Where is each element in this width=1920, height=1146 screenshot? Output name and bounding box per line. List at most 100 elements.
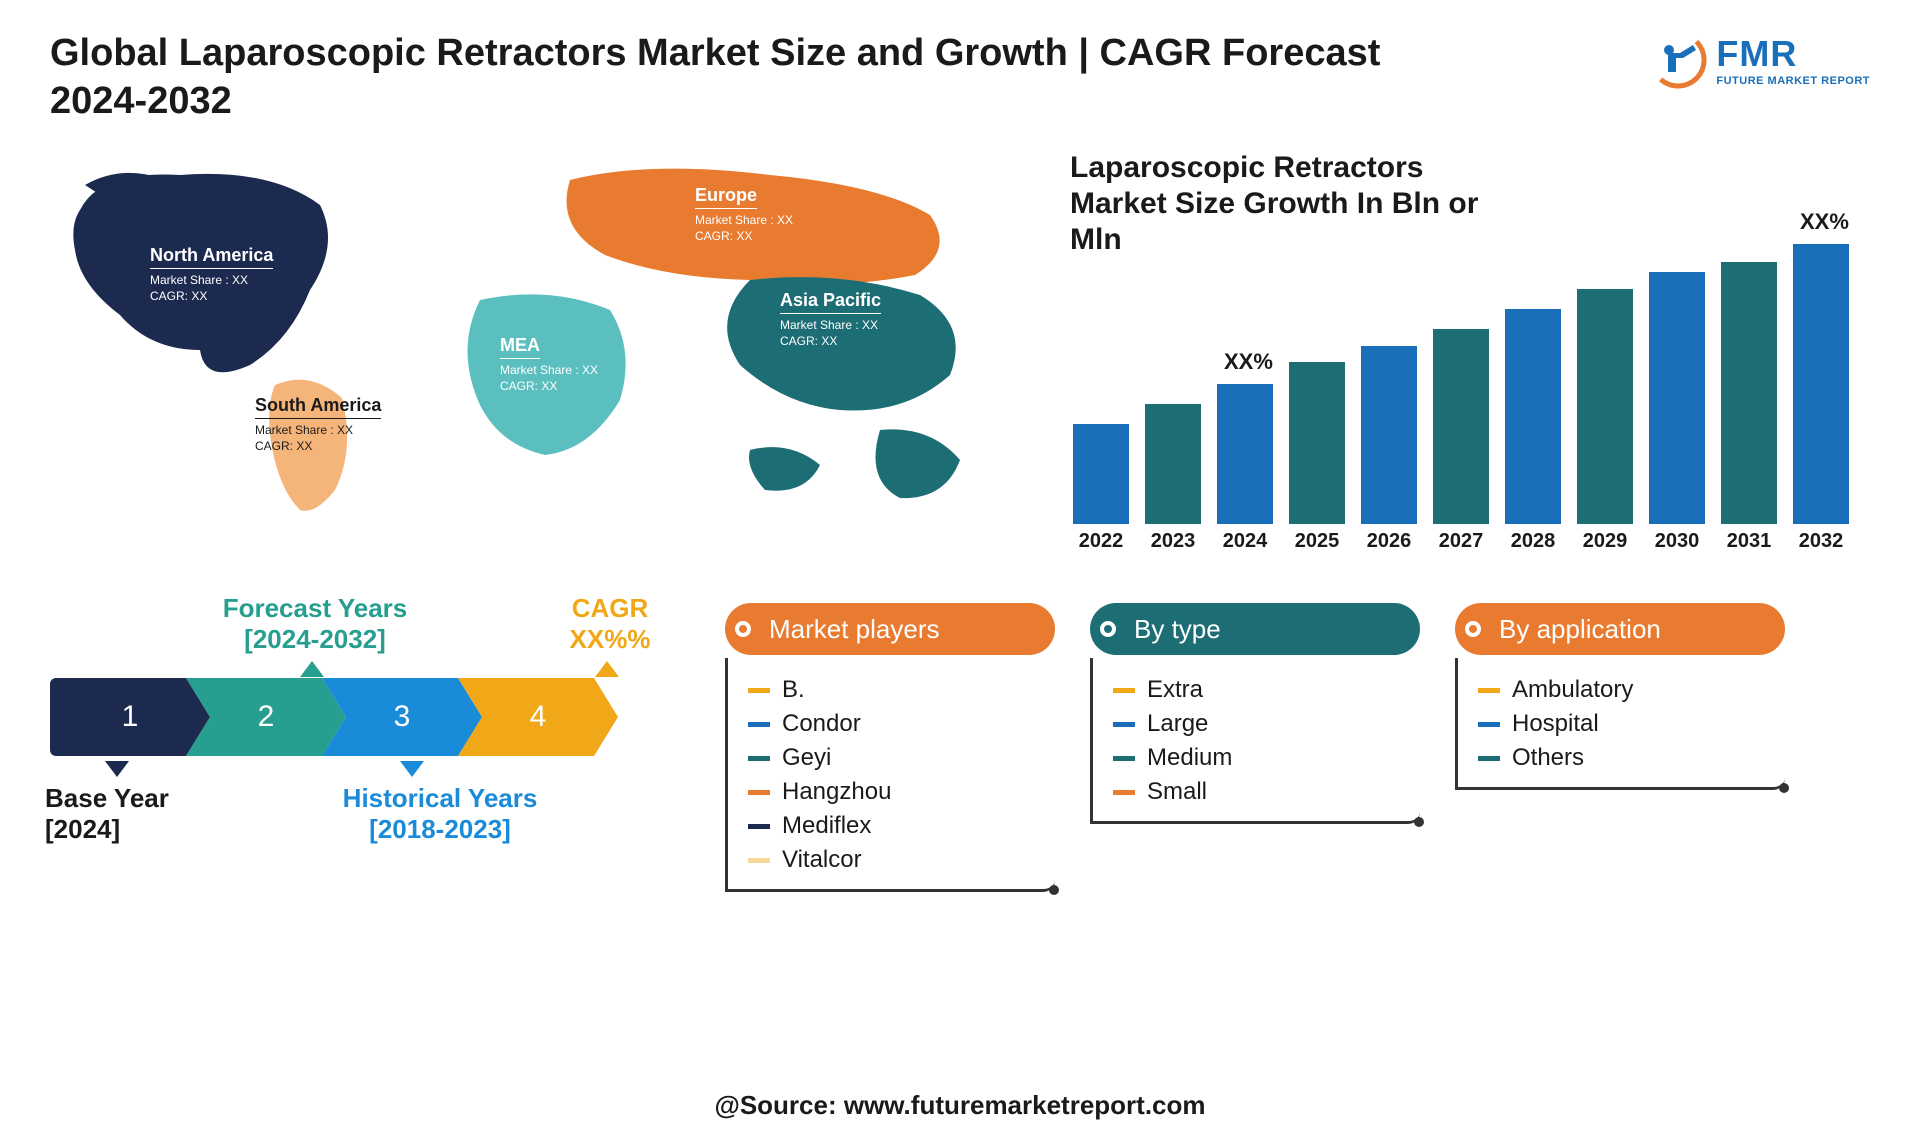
bar-year-label: 2030	[1655, 530, 1700, 553]
segment-item-label: Hangzhou	[782, 778, 891, 806]
dash-icon	[748, 722, 770, 727]
region-na-name: North America	[150, 245, 273, 269]
region-apac-name: Asia Pacific	[780, 290, 881, 314]
segment-item-label: Vitalcor	[782, 846, 862, 874]
bullet-icon	[1465, 621, 1481, 637]
segment-players: Market players B. CondorGeyi Hangzhou Medif…	[725, 603, 1055, 892]
segment-item-label: B.	[782, 676, 805, 704]
bar	[1721, 262, 1777, 524]
telescope-icon	[1648, 30, 1708, 90]
bar-col: 2026	[1358, 346, 1420, 553]
bar-col: 2028	[1502, 309, 1564, 553]
pill-application-title: By application	[1499, 614, 1661, 645]
source-text: @Source: www.futuremarketreport.com	[714, 1090, 1205, 1121]
segment-item: Hospital	[1458, 707, 1785, 741]
chart-title: Laparoscopic Retractors Market Size Grow…	[1070, 150, 1520, 258]
segbody-players: B. CondorGeyi Hangzhou Mediflex Vitalcor	[725, 658, 1055, 892]
segment-item-label: Small	[1147, 778, 1207, 806]
bullet-icon	[735, 621, 751, 637]
page-title: Global Laparoscopic Retractors Market Si…	[50, 30, 1450, 125]
bar-year-label: 2032	[1799, 530, 1844, 553]
segment-item: Ambulatory	[1458, 673, 1785, 707]
pill-type-title: By type	[1134, 614, 1221, 645]
bar-chart: Laparoscopic Retractors Market Size Grow…	[1070, 150, 1870, 553]
segment-item-label: Mediflex	[782, 812, 871, 840]
bar-col: 2030	[1646, 272, 1708, 553]
fmr-logo: FMR FUTURE MARKET REPORT	[1648, 30, 1870, 90]
dash-icon	[1478, 722, 1500, 727]
segment-item-label: Extra	[1147, 676, 1203, 704]
segment-item: Extra	[1093, 673, 1420, 707]
dash-icon	[748, 858, 770, 863]
timeline: Forecast Years [2024-2032] CAGR XX%% 123…	[50, 603, 690, 836]
chevron-row: 1234	[50, 678, 690, 756]
segment-item-label: Others	[1512, 744, 1584, 772]
bar-col: 2023	[1142, 404, 1204, 553]
bar	[1433, 329, 1489, 524]
dash-icon	[748, 688, 770, 693]
region-apac-share: Market Share : XX	[780, 317, 881, 333]
bar	[1577, 289, 1633, 524]
dash-icon	[1113, 722, 1135, 727]
segbody-type: Extra Large Medium Small	[1090, 658, 1420, 824]
segment-item: Large	[1093, 707, 1420, 741]
dash-icon	[1113, 688, 1135, 693]
region-sa-name: South America	[255, 395, 381, 419]
tl-base-label: Base Year [2024]	[45, 783, 225, 845]
bars-container: 2022202320242025202620272028202920302031…	[1070, 263, 1870, 553]
bar-annotation: XX%	[1224, 349, 1273, 375]
logo-full: FUTURE MARKET REPORT	[1716, 75, 1870, 87]
segment-item: Vitalcor	[728, 843, 1055, 877]
region-na-cagr: CAGR: XX	[150, 288, 273, 304]
segment-item: Small	[1093, 775, 1420, 809]
segment-item: B.	[728, 673, 1055, 707]
timeline-step: 2	[186, 678, 346, 756]
region-mea-share: Market Share : XX	[500, 362, 598, 378]
region-mea-cagr: CAGR: XX	[500, 378, 598, 394]
region-sa-share: Market Share : XX	[255, 422, 381, 438]
segment-item: Mediflex	[728, 809, 1055, 843]
dash-icon	[1113, 756, 1135, 761]
dash-icon	[1478, 688, 1500, 693]
bar-annotation: XX%	[1800, 209, 1849, 235]
bar	[1649, 272, 1705, 524]
bar-year-label: 2031	[1727, 530, 1772, 553]
segment-item-label: Ambulatory	[1512, 676, 1633, 704]
segment-application: By application Ambulatory Hospital Others	[1455, 603, 1785, 790]
world-map: North America Market Share : XX CAGR: XX…	[50, 150, 1030, 520]
region-eu-cagr: CAGR: XX	[695, 228, 793, 244]
segment-item-label: Medium	[1147, 744, 1232, 772]
region-eu-name: Europe	[695, 185, 757, 209]
bar-col: 2031	[1718, 262, 1780, 553]
bar-col: 2022	[1070, 424, 1132, 553]
segment-type: By type Extra Large Medium Small	[1090, 603, 1420, 824]
bar	[1217, 384, 1273, 524]
bar-col: 2032	[1790, 244, 1852, 553]
timeline-step: 4	[458, 678, 618, 756]
bar	[1145, 404, 1201, 524]
pill-players: Market players	[725, 603, 1055, 655]
region-sa-cagr: CAGR: XX	[255, 438, 381, 454]
bar	[1505, 309, 1561, 524]
dash-icon	[748, 824, 770, 829]
bar-year-label: 2024	[1223, 530, 1268, 553]
segment-item: Condor	[728, 707, 1055, 741]
region-na-share: Market Share : XX	[150, 272, 273, 288]
pill-type: By type	[1090, 603, 1420, 655]
bar-col: 2029	[1574, 289, 1636, 553]
bar	[1793, 244, 1849, 524]
bar	[1361, 346, 1417, 524]
bar-year-label: 2026	[1367, 530, 1412, 553]
pill-application: By application	[1455, 603, 1785, 655]
logo-abbr: FMR	[1716, 33, 1870, 75]
segment-item: Geyi	[728, 741, 1055, 775]
bar-col: 2027	[1430, 329, 1492, 553]
tl-cagr-label: CAGR XX%%	[555, 593, 665, 655]
segment-item-label: Large	[1147, 710, 1208, 738]
timeline-step: 3	[322, 678, 482, 756]
pill-players-title: Market players	[769, 614, 940, 645]
bar-year-label: 2028	[1511, 530, 1556, 553]
bar-col: 2024	[1214, 384, 1276, 553]
region-mea-name: MEA	[500, 335, 540, 359]
segment-item: Hangzhou	[728, 775, 1055, 809]
